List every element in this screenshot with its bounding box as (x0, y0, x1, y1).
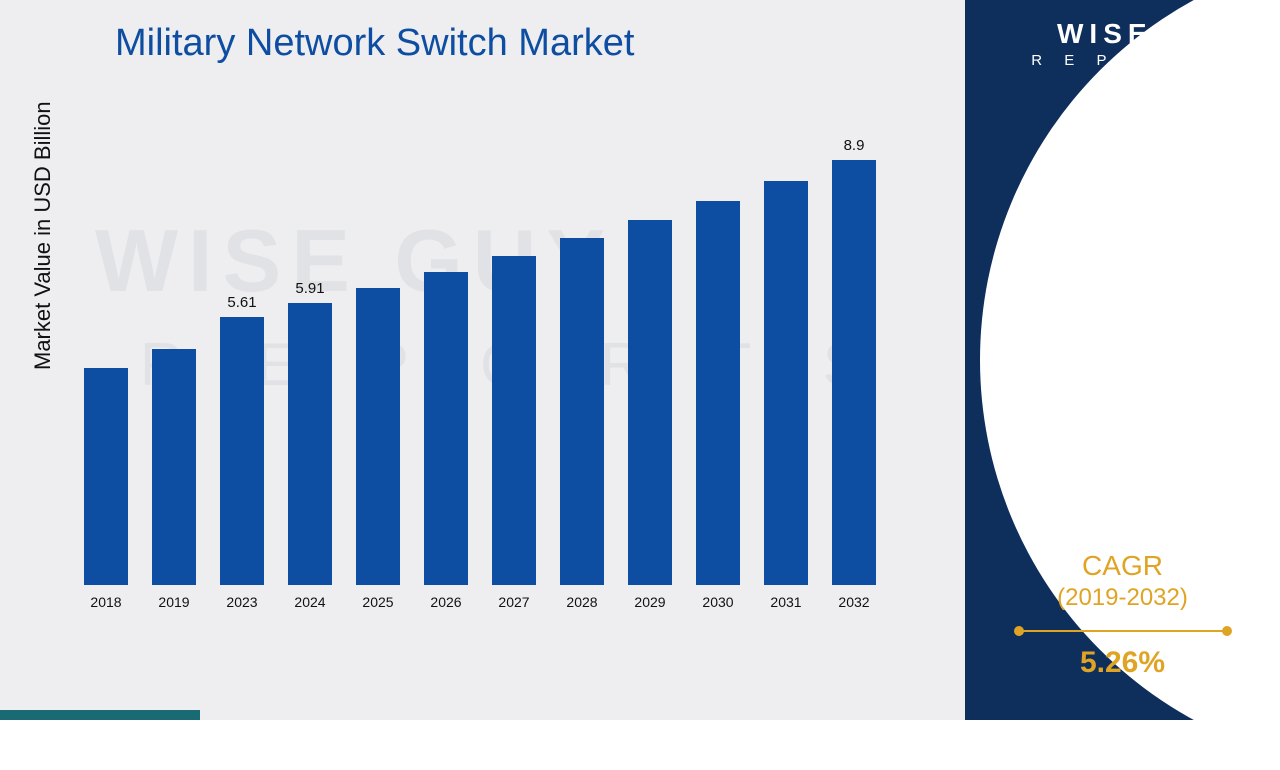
x-tick-label: 2023 (212, 594, 272, 610)
bar (628, 220, 672, 585)
cagr-label: CAGR (965, 550, 1280, 582)
cagr-period: (2019-2032) (965, 584, 1280, 612)
bar (220, 317, 264, 585)
bar (84, 368, 128, 585)
bar (288, 303, 332, 585)
bar (560, 238, 604, 585)
x-tick-label: 2019 (144, 594, 204, 610)
x-tick-label: 2030 (688, 594, 748, 610)
bar (832, 160, 876, 585)
x-tick-label: 2024 (280, 594, 340, 610)
x-tick-label: 2025 (348, 594, 408, 610)
x-tick-label: 2032 (824, 594, 884, 610)
x-tick-label: 2027 (484, 594, 544, 610)
bar (696, 201, 740, 585)
bar-value-label: 5.91 (280, 280, 340, 297)
y-axis-label: Market Value in USD Billion (30, 101, 56, 370)
head-network-icon (1210, 18, 1268, 76)
x-tick-label: 2028 (552, 594, 612, 610)
chart-title: Military Network Switch Market (115, 22, 634, 65)
bar (492, 256, 536, 585)
bar (152, 349, 196, 586)
footer-accent-bar (0, 710, 200, 720)
x-tick-label: 2029 (620, 594, 680, 610)
x-tick-label: 2018 (76, 594, 136, 610)
bar-value-label: 5.61 (212, 294, 272, 311)
x-tick-label: 2026 (416, 594, 476, 610)
x-tick-label: 2031 (756, 594, 816, 610)
cagr-box: CAGR (2019-2032) 5.26% (965, 550, 1280, 680)
bar (764, 181, 808, 585)
bar (356, 288, 400, 585)
stage: Military Network Switch Market WISE GUY … (0, 0, 1280, 720)
cagr-separator (1018, 630, 1228, 632)
cagr-value: 5.26% (965, 646, 1280, 680)
bar-chart: 2018201920235.6120245.912025202620272028… (80, 155, 900, 585)
bar (424, 272, 468, 585)
bar-value-label: 8.9 (824, 137, 884, 154)
